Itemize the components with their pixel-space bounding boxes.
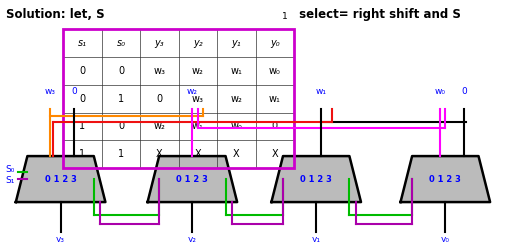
Text: select= right shift and S: select= right shift and S	[295, 8, 461, 22]
Text: 0 1 2 3: 0 1 2 3	[177, 174, 208, 184]
Text: 0: 0	[157, 94, 162, 104]
Bar	[63, 29, 294, 168]
Text: y₁: y₁	[231, 38, 241, 48]
Text: 0: 0	[71, 87, 76, 96]
Text: y₀: y₀	[270, 38, 280, 48]
Text: X: X	[271, 149, 278, 159]
Text: 0: 0	[461, 87, 466, 96]
Text: y₁: y₁	[311, 235, 321, 242]
Text: w₀: w₀	[269, 66, 281, 76]
Text: y₃: y₃	[56, 235, 65, 242]
Text: w₂: w₂	[192, 66, 204, 76]
Text: w₃: w₃	[153, 66, 165, 76]
Text: 0: 0	[118, 66, 124, 76]
Polygon shape	[148, 156, 237, 202]
Text: s₁: s₁	[78, 38, 87, 48]
Text: w₁: w₁	[192, 121, 204, 131]
Text: 1: 1	[118, 94, 124, 104]
Text: S₀: S₀	[5, 165, 15, 174]
Text: w₁: w₁	[316, 87, 327, 96]
Text: X: X	[233, 149, 240, 159]
Text: 0: 0	[118, 121, 124, 131]
Text: s₀: s₀	[116, 38, 125, 48]
Text: y₀: y₀	[441, 235, 450, 242]
Text: w₀: w₀	[435, 87, 445, 96]
Text: 1: 1	[80, 149, 85, 159]
Text: w₀: w₀	[230, 121, 242, 131]
Text: 0: 0	[80, 94, 85, 104]
Text: X: X	[194, 149, 201, 159]
Text: 0 1 2 3: 0 1 2 3	[45, 174, 76, 184]
Text: 1: 1	[282, 12, 288, 21]
Text: X: X	[156, 149, 163, 159]
Text: y₂: y₂	[193, 38, 203, 48]
Text: w₃: w₃	[192, 94, 204, 104]
Text: 0: 0	[272, 121, 278, 131]
Text: w₂: w₂	[230, 94, 242, 104]
Polygon shape	[16, 156, 105, 202]
Text: w₁: w₁	[230, 66, 242, 76]
Polygon shape	[271, 156, 361, 202]
Text: 1: 1	[80, 121, 85, 131]
Text: w₂: w₂	[187, 87, 198, 96]
Text: Solution: let, S: Solution: let, S	[6, 8, 105, 22]
Text: 0 1 2 3: 0 1 2 3	[300, 174, 332, 184]
Text: w₃: w₃	[45, 87, 55, 96]
Text: 0 1 2 3: 0 1 2 3	[430, 174, 461, 184]
Text: 1: 1	[118, 149, 124, 159]
Text: y₂: y₂	[188, 235, 197, 242]
Text: y₃: y₃	[154, 38, 164, 48]
Text: w₁: w₁	[269, 94, 281, 104]
Text: 0: 0	[80, 66, 85, 76]
Text: S₁: S₁	[5, 176, 15, 185]
Text: w₂: w₂	[153, 121, 165, 131]
Polygon shape	[401, 156, 490, 202]
